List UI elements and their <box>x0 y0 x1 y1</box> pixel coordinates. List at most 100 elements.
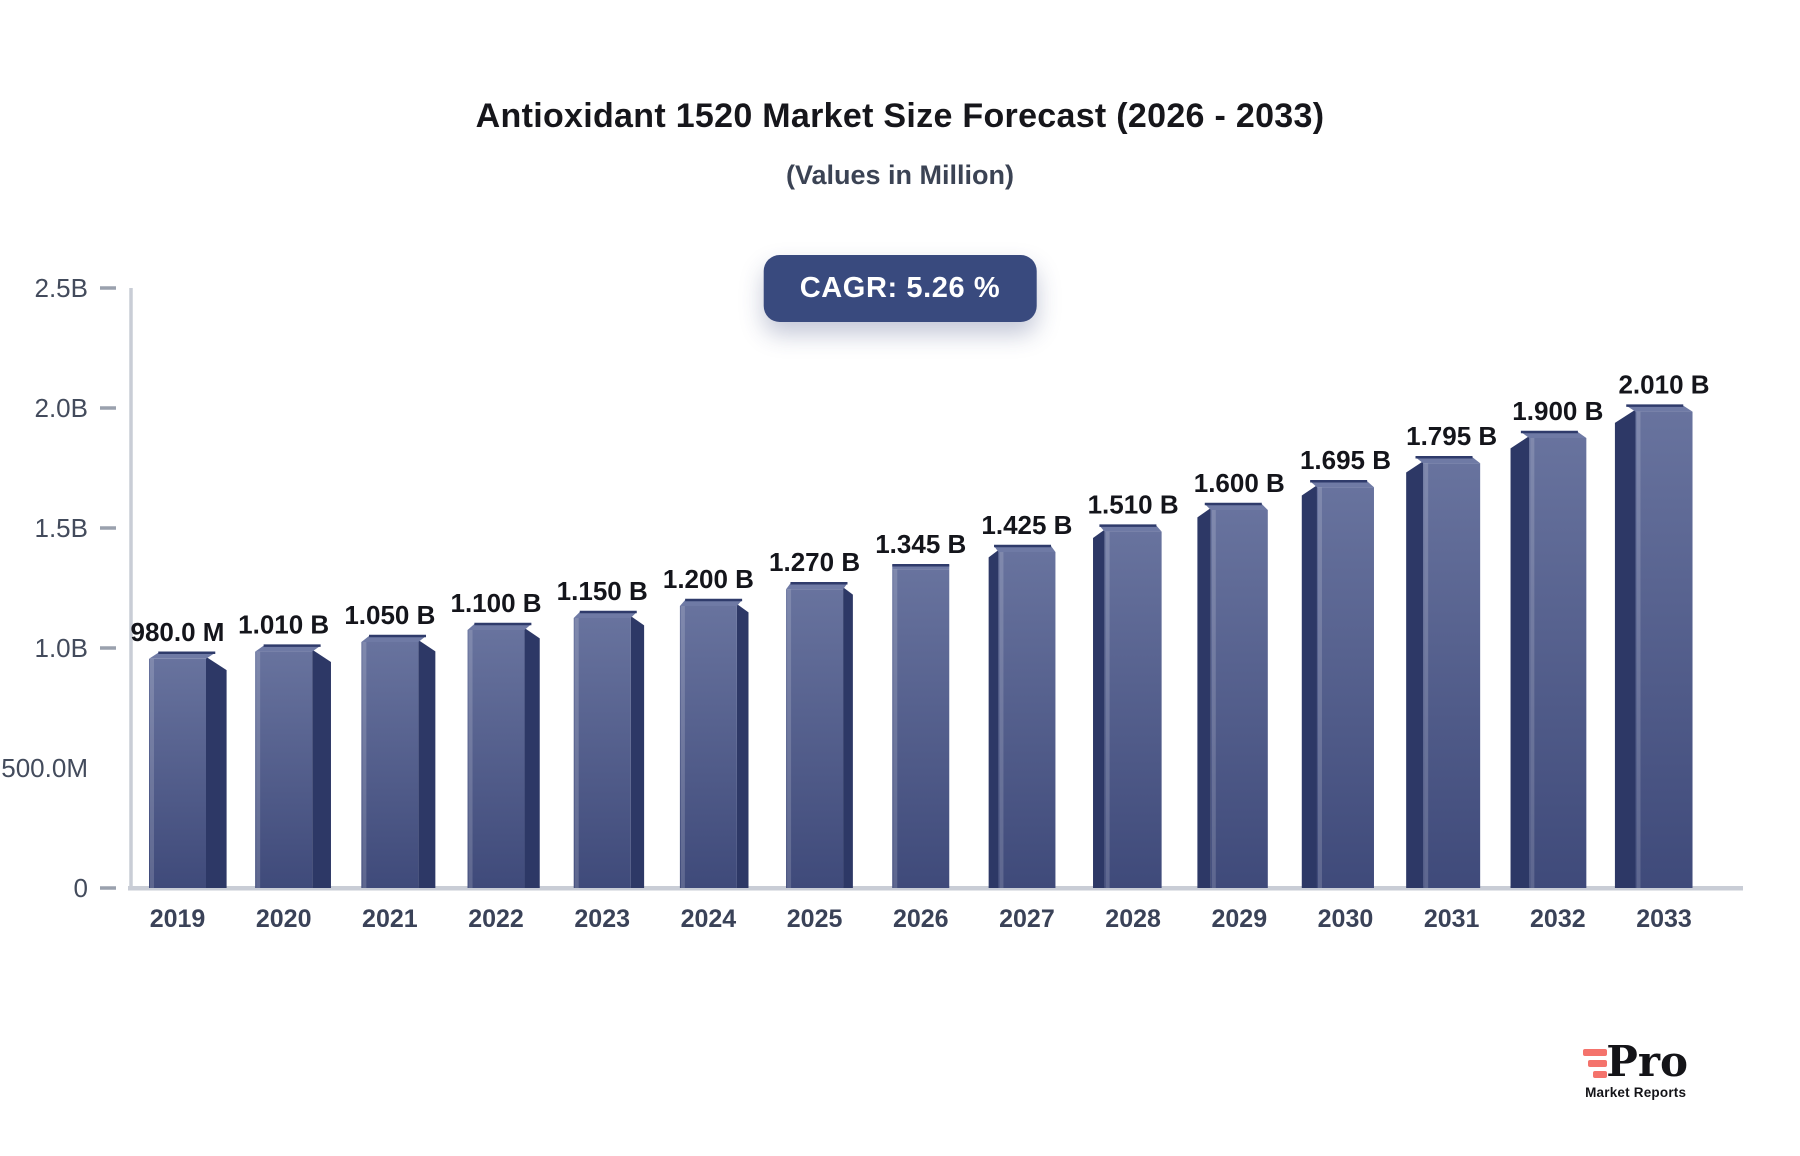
bar-edge-highlight-2023 <box>574 618 579 888</box>
year-label-2022: 2022 <box>468 905 524 933</box>
bar-group-2032: 1.900 B 2032 <box>1510 396 1603 933</box>
bar-group-2023: 1.150 B 2023 <box>557 576 648 933</box>
value-label-2028: 1.510 B <box>1088 490 1179 520</box>
year-label-2023: 2023 <box>574 905 630 933</box>
y-axis-tick-2.5B <box>100 286 116 290</box>
y-axis-tick-1.5B <box>100 526 116 530</box>
bar-front-face-2031 <box>1423 463 1481 888</box>
bar-top-face-2022 <box>467 624 532 630</box>
bar-group-2031: 1.795 B 2031 <box>1406 421 1497 933</box>
bar-front-face-2022 <box>467 630 525 888</box>
bar-top-face-2030 <box>1310 481 1374 488</box>
bar-top-face-2025 <box>786 583 848 590</box>
bar-edge-highlight-2033 <box>1636 411 1641 888</box>
bar-side-face-2020 <box>312 649 331 888</box>
y-axis-tick-2.0B <box>100 406 116 410</box>
bar-side-face-2025 <box>843 587 853 888</box>
bar-edge-highlight-2021 <box>362 642 367 888</box>
bar-group-2021: 1.050 B 2021 <box>344 600 435 933</box>
bar-side-face-2029 <box>1197 508 1211 888</box>
bar-side-face-2024 <box>736 604 749 888</box>
bar-top-face-2033 <box>1626 405 1693 412</box>
y-axis-line <box>129 288 133 890</box>
bar-top-face-2019 <box>149 652 216 659</box>
value-label-2027: 1.425 B <box>981 510 1072 540</box>
year-label-2031: 2031 <box>1424 905 1480 933</box>
page-title: Antioxidant 1520 Market Size Forecast (2… <box>475 97 1325 135</box>
logo-row: Pro <box>1583 1037 1688 1086</box>
value-label-2030: 1.695 B <box>1300 445 1391 475</box>
bar-front-face-2032 <box>1529 438 1587 888</box>
page-subtitle: (Values in Million) <box>785 160 1015 190</box>
bar-edge-highlight-2020 <box>256 651 261 888</box>
year-label-2019: 2019 <box>150 905 206 933</box>
bar-group-2019: 980.0 M 2019 <box>131 617 227 933</box>
bar-front-face-2021 <box>361 642 419 888</box>
bar-group-2024: 1.200 B 2024 <box>663 564 754 933</box>
value-label-2032: 1.900 B <box>1512 396 1603 426</box>
y-axis-tick-0 <box>100 886 116 890</box>
bar-edge-highlight-2030 <box>1317 487 1322 888</box>
bar-edge-highlight-2028 <box>1105 531 1110 888</box>
logo-bars-icon <box>1583 1049 1608 1082</box>
bar-top-face-2024 <box>679 600 743 606</box>
logo-brand-text: Pro <box>1606 1037 1688 1086</box>
bar-group-2030: 1.695 B 2030 <box>1300 445 1391 933</box>
bar-top-face-2021 <box>361 636 427 642</box>
bar-front-face-2025 <box>786 589 844 888</box>
bar-top-face-2028 <box>1099 525 1162 532</box>
logo-tagline-text: Market Reports <box>1585 1085 1687 1100</box>
bar-group-2020: 1.010 B 2020 <box>238 610 331 933</box>
year-label-2032: 2032 <box>1530 905 1586 933</box>
bar-front-face-2024 <box>679 606 737 888</box>
bar-top-face-2031 <box>1415 457 1481 464</box>
bar-edge-highlight-2029 <box>1211 510 1216 888</box>
bar-side-face-2023 <box>630 616 645 888</box>
bar-side-face-2030 <box>1301 485 1317 888</box>
value-label-2033: 2.010 B <box>1618 370 1709 400</box>
bar-side-face-2033 <box>1614 409 1636 888</box>
bar-front-face-2029 <box>1210 510 1268 888</box>
bar-edge-highlight-2024 <box>680 606 685 888</box>
bar-side-face-2031 <box>1406 461 1424 888</box>
y-axis-label-500.0M: 500.0M <box>1 753 88 783</box>
year-label-2030: 2030 <box>1318 905 1374 933</box>
bar-group-2027: 1.425 B 2027 <box>981 510 1072 933</box>
cagr-badge-label: CAGR: 5.26 % <box>799 272 1001 304</box>
bar-front-face-2023 <box>573 618 631 888</box>
bar-group-2026: 1.345 B 2026 <box>875 529 966 933</box>
brand-logo: Pro Market Reports <box>1583 1037 1688 1100</box>
bar-side-face-2027 <box>988 550 999 888</box>
y-axis-label-1.0B: 1.0B <box>35 633 89 663</box>
bar-front-face-2030 <box>1316 487 1374 888</box>
year-label-2026: 2026 <box>893 905 949 933</box>
bar-edge-highlight-2026 <box>893 569 898 888</box>
year-label-2033: 2033 <box>1636 905 1692 933</box>
value-label-2019: 980.0 M <box>131 617 225 647</box>
bar-side-face-2022 <box>524 628 540 888</box>
bar-edge-highlight-2032 <box>1530 438 1535 888</box>
year-label-2028: 2028 <box>1105 905 1161 933</box>
bar-group-2025: 1.270 B 2025 <box>769 547 860 933</box>
value-label-2021: 1.050 B <box>344 600 435 630</box>
bar-front-face-2028 <box>1104 531 1162 888</box>
year-label-2025: 2025 <box>787 905 843 933</box>
bar-top-face-2027 <box>994 546 1056 552</box>
value-label-2031: 1.795 B <box>1406 421 1497 451</box>
bar-side-face-2028 <box>1093 529 1105 888</box>
value-label-2026: 1.345 B <box>875 529 966 559</box>
bar-group-2033: 2.010 B 2033 <box>1614 370 1710 933</box>
y-axis-label-2.5B: 2.5B <box>35 273 89 303</box>
bar-front-face-2019 <box>149 658 206 888</box>
bar-top-face-2020 <box>255 645 321 652</box>
bar-top-face-2029 <box>1204 504 1268 510</box>
year-label-2027: 2027 <box>999 905 1055 933</box>
value-label-2029: 1.600 B <box>1194 468 1285 498</box>
y-axis-label-1.5B: 1.5B <box>35 513 89 543</box>
y-axis-label-0: 0 <box>74 873 88 903</box>
bar-front-face-2033 <box>1635 411 1693 888</box>
year-label-2029: 2029 <box>1211 905 1267 933</box>
bar-edge-highlight-2031 <box>1424 463 1429 888</box>
value-label-2020: 1.010 B <box>238 610 329 640</box>
